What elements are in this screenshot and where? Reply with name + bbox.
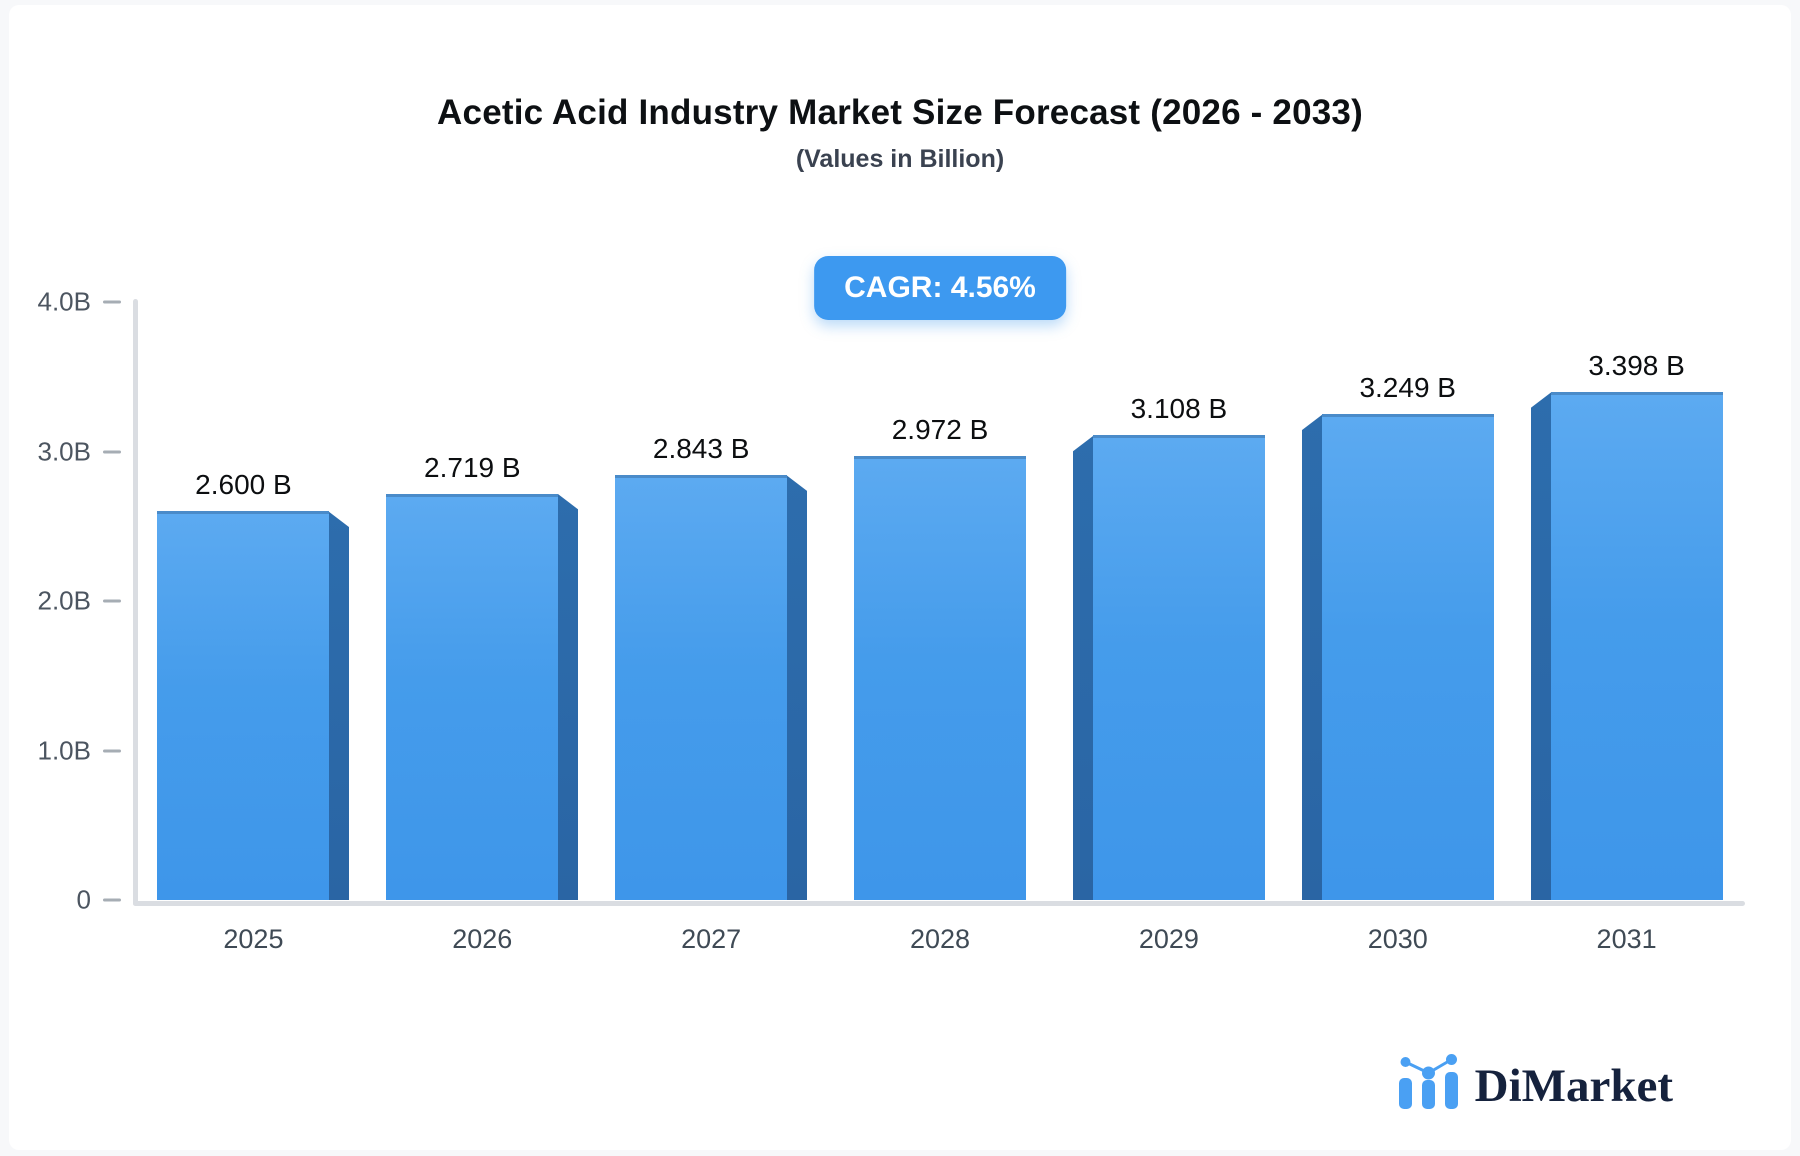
bar[interactable] bbox=[854, 455, 1026, 900]
brand-logo: DiMarket bbox=[1397, 1052, 1673, 1110]
bar-side-face bbox=[1530, 392, 1552, 900]
x-axis-label: 2027 bbox=[681, 924, 742, 954]
x-axis-label: 2026 bbox=[452, 924, 513, 954]
y-axis-label: 2.0B bbox=[37, 585, 92, 616]
bar-column: 2.843 B bbox=[597, 302, 826, 900]
mini-bar-line-chart-icon bbox=[1398, 1054, 1458, 1109]
bar[interactable] bbox=[1550, 392, 1723, 900]
chart-subtitle: (Values in Billion) bbox=[795, 145, 1005, 173]
bar-value-label: 2.843 B bbox=[652, 432, 750, 464]
bar[interactable] bbox=[615, 474, 788, 900]
bar-group: 2.843 B bbox=[615, 433, 808, 900]
bar-column: 2.719 B bbox=[368, 302, 597, 900]
bar-group: 3.398 B bbox=[1530, 350, 1723, 900]
bar-column: 2.972 B bbox=[826, 302, 1055, 900]
bar[interactable] bbox=[1321, 414, 1494, 900]
bar-side-face bbox=[1072, 435, 1094, 900]
bar-column: 2.600 B bbox=[139, 302, 368, 900]
cagr-badge: CAGR: 4.56% bbox=[814, 256, 1066, 320]
x-axis-label: 2030 bbox=[1367, 924, 1428, 954]
bar-value-label: 2.972 B bbox=[891, 413, 989, 445]
bar-column: 3.398 B bbox=[1512, 302, 1741, 900]
bar-group: 2.600 B bbox=[157, 469, 350, 900]
bar-column: 3.108 B bbox=[1054, 302, 1283, 900]
x-labels: 2025 2026 2027 2028 2029 2030 2031 bbox=[139, 924, 1741, 955]
chart-card: Acetic Acid Industry Market Size Forecas… bbox=[9, 5, 1791, 1150]
bar-value-label: 3.398 B bbox=[1588, 350, 1685, 381]
y-axis-label: 1.0B bbox=[37, 735, 92, 765]
y-axis-tick bbox=[103, 749, 121, 752]
bar-group: 2.719 B bbox=[386, 452, 579, 900]
bar-group: 2.972 B bbox=[844, 414, 1036, 900]
bar-column: 3.249 B bbox=[1283, 302, 1512, 900]
x-axis-label: 2029 bbox=[1138, 924, 1199, 954]
bar[interactable] bbox=[1092, 435, 1265, 900]
bar[interactable] bbox=[157, 511, 330, 900]
bar-group: 3.108 B bbox=[1072, 393, 1265, 900]
y-axis-label: 3.0B bbox=[37, 436, 92, 466]
y-axis-label: 4.0B bbox=[37, 286, 92, 317]
plot-area: CAGR: 4.56% 4.0B 3.0B 2.0B 1.0B 0 2.600 B 2.7… bbox=[38, 256, 1745, 915]
bar-value-label: 3.108 B bbox=[1130, 393, 1228, 425]
x-axis-label: 2031 bbox=[1596, 924, 1657, 954]
x-axis-label: 2025 bbox=[223, 924, 284, 954]
bar-value-label: 3.249 B bbox=[1359, 372, 1456, 404]
chart-title: Acetic Acid Industry Market Size Forecas… bbox=[437, 93, 1363, 132]
brand-name: DiMarket bbox=[1474, 1060, 1673, 1112]
x-axis-label: 2028 bbox=[909, 924, 971, 954]
bar[interactable] bbox=[386, 493, 559, 900]
bar-value-label: 2.719 B bbox=[424, 451, 521, 483]
chart-header: Acetic Acid Industry Market Size Forecas… bbox=[9, 5, 1791, 174]
y-axis-tick bbox=[103, 898, 121, 902]
bar-side-face bbox=[328, 511, 350, 900]
bar-side-face bbox=[786, 474, 808, 900]
bars: 2.600 B 2.719 B 2.843 B 2.972 B 3.108 B 3.249… bbox=[139, 302, 1741, 900]
bar-group: 3.249 B bbox=[1301, 372, 1494, 900]
x-axis-line bbox=[133, 901, 1745, 906]
y-axis-label: 0 bbox=[76, 884, 91, 915]
y-axis-line bbox=[133, 299, 138, 906]
bar-side-face bbox=[1301, 414, 1323, 900]
y-axis-tick bbox=[103, 450, 121, 453]
bar-value-label: 2.600 B bbox=[195, 469, 292, 501]
y-axis-tick bbox=[103, 599, 121, 603]
y-axis-tick bbox=[103, 300, 121, 304]
bar-side-face bbox=[557, 493, 579, 900]
